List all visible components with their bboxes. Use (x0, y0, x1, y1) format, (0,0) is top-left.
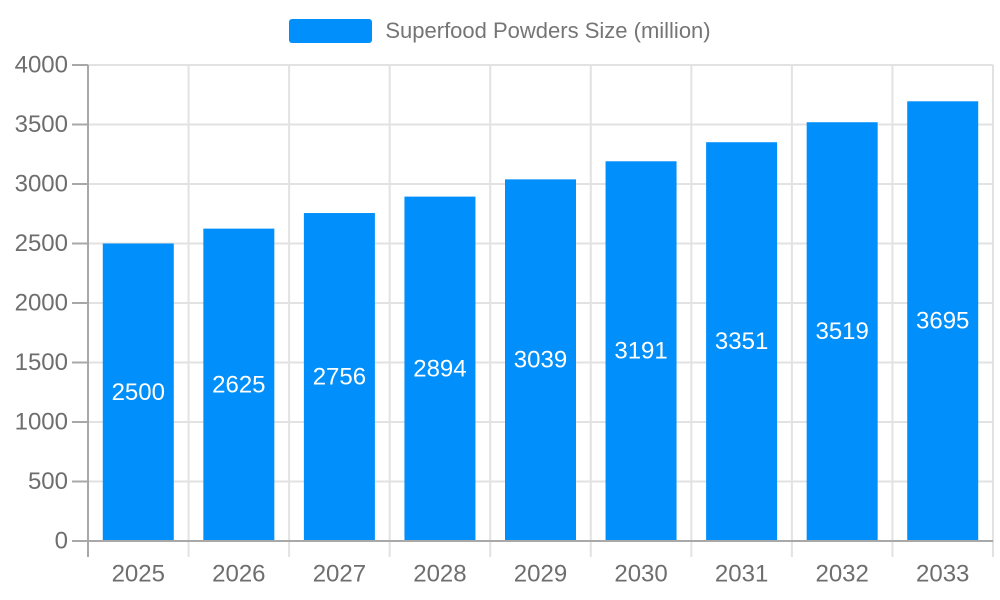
bar-value-label: 3695 (916, 308, 969, 335)
legend: Superfood Powders Size (million) (0, 18, 1000, 44)
y-axis-label: 3000 (15, 171, 68, 198)
bar-value-label: 3519 (815, 318, 868, 345)
x-axis-label: 2032 (815, 561, 868, 588)
bar[interactable] (706, 142, 778, 541)
bar-value-label: 2625 (212, 371, 265, 398)
legend-item[interactable]: Superfood Powders Size (million) (289, 18, 711, 44)
bar-value-label: 3351 (715, 328, 768, 355)
bar-value-label: 2756 (313, 364, 366, 391)
x-axis-label: 2026 (212, 561, 265, 588)
y-axis-label: 1500 (15, 349, 68, 376)
bar[interactable] (102, 243, 174, 542)
bar-value-label: 2500 (112, 379, 165, 406)
bar[interactable] (404, 196, 476, 541)
x-axis-label: 2025 (112, 561, 165, 588)
legend-marker-swatch (289, 19, 373, 43)
bar-value-label: 2894 (413, 355, 466, 382)
x-axis-label: 2030 (614, 561, 667, 588)
bar[interactable] (303, 213, 375, 541)
bar[interactable] (907, 101, 979, 542)
y-axis-label: 1000 (15, 409, 68, 436)
x-axis-label: 2027 (313, 561, 366, 588)
y-axis-label: 2000 (15, 290, 68, 317)
bar[interactable] (203, 228, 275, 541)
bar[interactable] (806, 122, 878, 541)
x-axis-label: 2033 (916, 561, 969, 588)
bar[interactable] (605, 161, 677, 541)
x-axis-label: 2029 (514, 561, 567, 588)
x-axis-label: 2028 (413, 561, 466, 588)
bar-value-label: 3039 (514, 347, 567, 374)
bar-value-label: 3191 (614, 338, 667, 365)
y-axis-label: 2500 (15, 230, 68, 257)
x-axis-label: 2031 (715, 561, 768, 588)
y-axis-label: 3500 (15, 111, 68, 138)
y-axis-label: 500 (28, 468, 68, 495)
y-axis-label: 0 (55, 528, 68, 555)
bar[interactable] (505, 179, 576, 541)
legend-label: Superfood Powders Size (million) (385, 18, 711, 43)
y-axis-label: 4000 (15, 52, 68, 79)
